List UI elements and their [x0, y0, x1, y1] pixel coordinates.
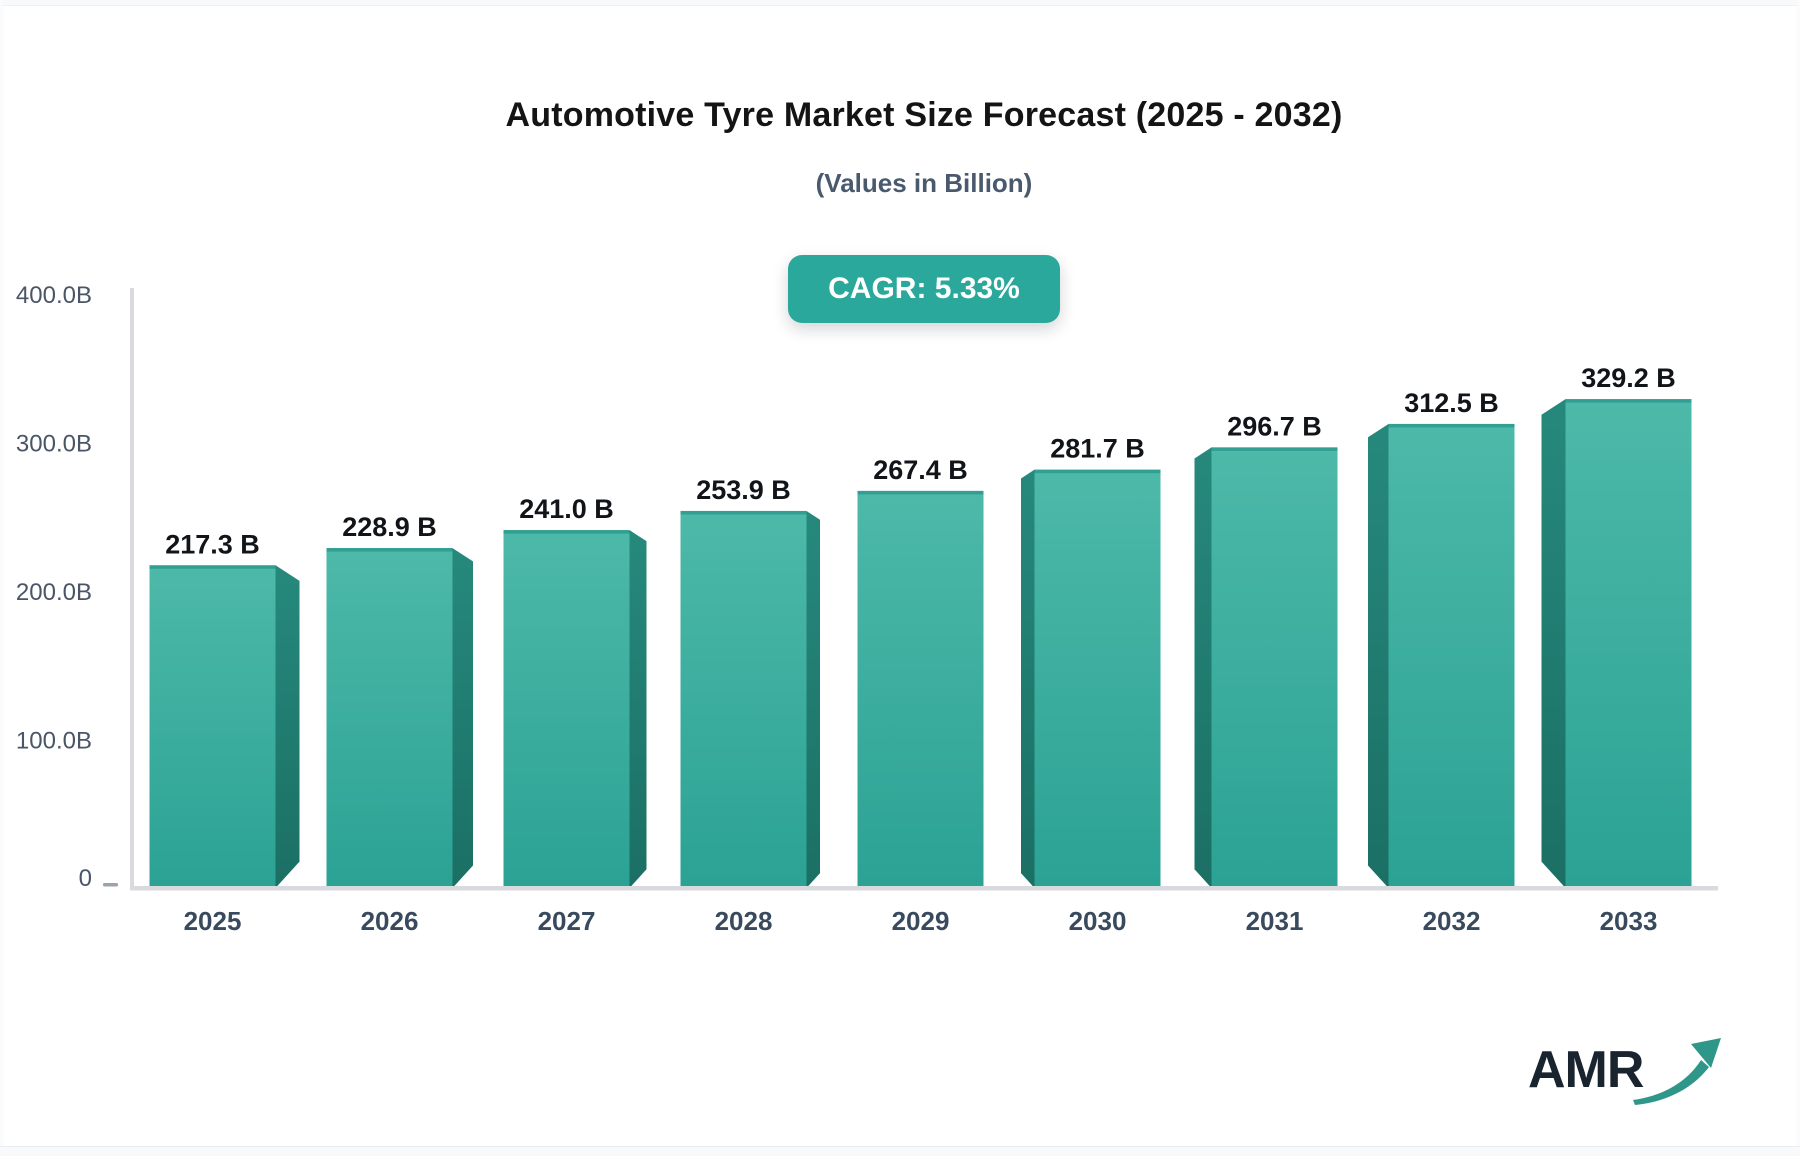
bar-side-face-2028	[806, 510, 820, 888]
bar-side-face-2032	[1368, 423, 1389, 888]
right-edge-strip	[1797, 0, 1800, 1156]
y-tick-label: 100.0B	[16, 728, 92, 755]
bar-side-face-2031	[1194, 447, 1212, 888]
bar-value-label: 228.9 B	[342, 512, 437, 542]
bar-value-label: 312.5 B	[1404, 388, 1499, 418]
bar-side-face-2027	[629, 530, 647, 888]
page-title: Automotive Tyre Market Size Forecast (20…	[505, 96, 1343, 134]
bar-side-face-2033	[1541, 399, 1566, 888]
x-category-label: 2027	[538, 906, 596, 936]
bar-side-face-2025	[275, 565, 300, 888]
bar-top-edge-2029	[857, 490, 984, 495]
bar-2033	[1565, 399, 1692, 888]
y-tick-label: 300.0B	[16, 431, 92, 458]
page-subtitle: (Values in Billion)	[815, 168, 1033, 198]
bar-top-edge-2025	[149, 565, 276, 569]
bar-2027	[503, 530, 630, 888]
amr-logo-text: AMR	[1528, 1041, 1644, 1099]
bar-top-edge-2031	[1211, 447, 1338, 451]
bottom-edge-strip	[0, 1146, 1800, 1156]
x-category-label: 2028	[715, 906, 773, 936]
y-tick-label: 200.0B	[16, 579, 92, 606]
cagr-badge: CAGR: 5.33%	[788, 255, 1060, 323]
bar-top-edge-2033	[1565, 399, 1692, 403]
growth-arrow-icon	[1633, 1038, 1722, 1105]
bar-2025	[149, 565, 276, 888]
bar-value-label: 296.7 B	[1227, 411, 1322, 441]
bar-top-edge-2026	[326, 548, 453, 552]
bar-2026	[326, 548, 453, 888]
bar-2029	[857, 490, 984, 888]
left-edge-strip	[0, 0, 3, 1156]
bar-value-label: 217.3 B	[165, 529, 260, 559]
bar-2030	[1034, 469, 1161, 888]
x-category-label: 2033	[1600, 906, 1658, 936]
top-edge-strip	[0, 0, 1800, 6]
bar-value-label: 281.7 B	[1050, 434, 1145, 464]
x-category-label: 2031	[1246, 906, 1304, 936]
zero-tick-dash	[103, 883, 118, 887]
bar-2028	[680, 510, 807, 888]
x-category-label: 2025	[184, 906, 242, 936]
x-axis-line	[130, 886, 1718, 891]
x-category-label: 2030	[1069, 906, 1127, 936]
amr-logo: AMR	[1528, 1036, 1733, 1110]
x-category-label: 2026	[361, 906, 419, 936]
bar-value-label: 267.4 B	[873, 455, 968, 485]
y-tick-label: 400.0B	[16, 282, 92, 309]
y-axis-line	[130, 288, 134, 890]
x-category-label: 2032	[1423, 906, 1481, 936]
bar-2031	[1211, 447, 1338, 888]
bar-side-face-2026	[452, 548, 473, 888]
bar-value-label: 253.9 B	[696, 475, 791, 505]
bar-2032	[1388, 423, 1515, 888]
bar-top-edge-2028	[680, 510, 807, 515]
bar-top-edge-2032	[1388, 423, 1515, 428]
bar-value-label: 241.0 B	[519, 494, 614, 524]
y-tick-label: 0	[79, 865, 92, 892]
bar-value-label: 329.2 B	[1581, 363, 1676, 393]
bar-top-edge-2027	[503, 530, 630, 534]
bar-top-edge-2030	[1034, 469, 1161, 474]
x-category-label: 2029	[892, 906, 950, 936]
bar-side-face-2030	[1021, 469, 1035, 888]
